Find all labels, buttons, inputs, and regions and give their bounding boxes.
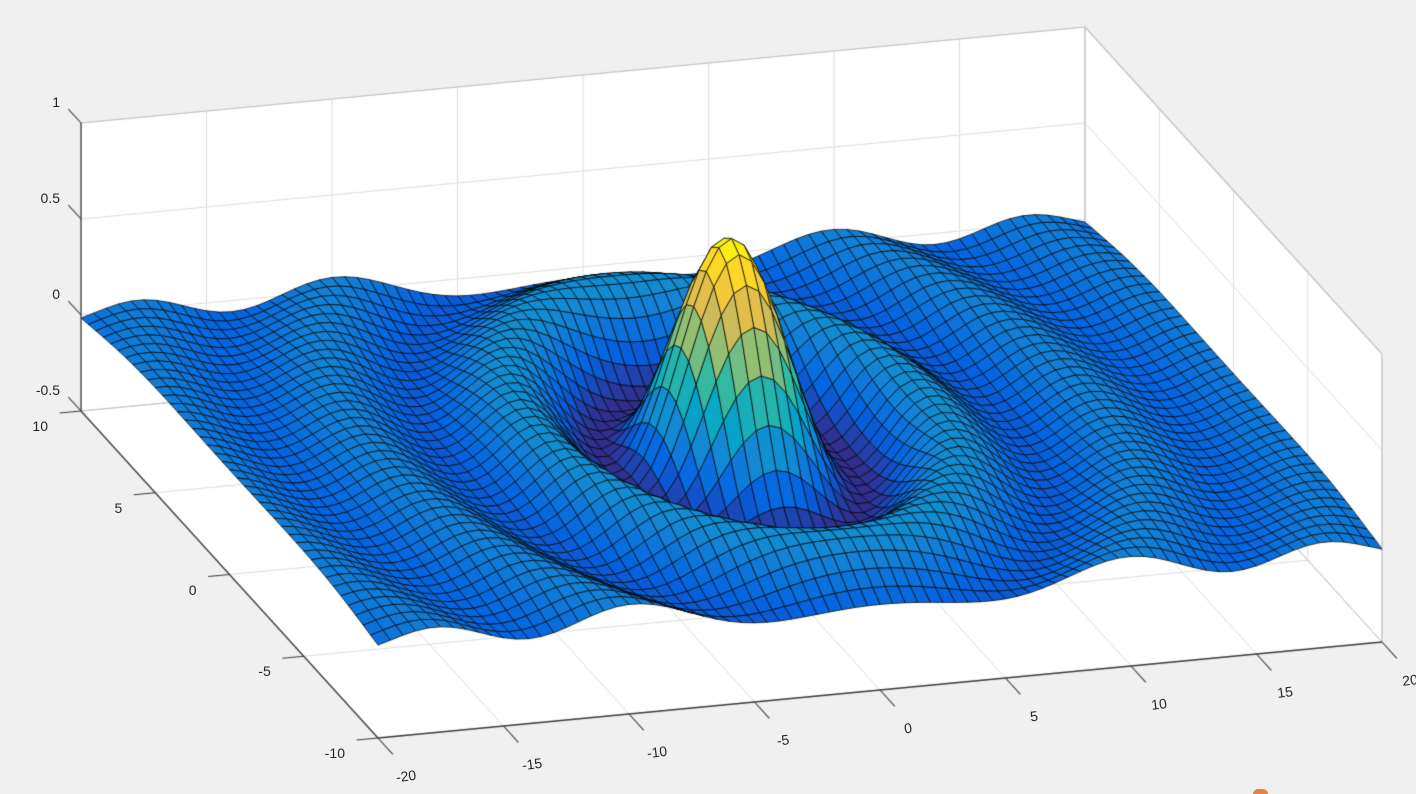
x-tick-label-15: 15 <box>1275 683 1294 701</box>
y-tick-label--5: -5 <box>258 663 271 680</box>
y-tick-label-0: 0 <box>188 581 197 598</box>
x-tick-label-10: 10 <box>1150 695 1168 713</box>
x-tick-label-5: 5 <box>1028 707 1039 725</box>
z-tick-label-0: 0 <box>52 286 60 302</box>
x-tick-label--20: -20 <box>394 766 418 786</box>
z-tick-label-1: 1 <box>52 94 60 110</box>
x-tick-label-20: 20 <box>1401 671 1416 689</box>
z-tick-label-0.5: 0.5 <box>40 190 60 206</box>
x-tick-label--10: -10 <box>645 742 669 762</box>
z-tick-label--0.5: -0.5 <box>35 382 60 398</box>
orange-logo-fragment <box>1253 789 1268 794</box>
x-tick-label--5: -5 <box>775 731 790 749</box>
y-tick-label--10: -10 <box>324 745 345 761</box>
x-tick-label-0: 0 <box>903 719 913 737</box>
y-tick-label-5: 5 <box>114 499 123 516</box>
x-tick-label--15: -15 <box>520 754 543 774</box>
y-tick-label-10: 10 <box>32 418 48 434</box>
